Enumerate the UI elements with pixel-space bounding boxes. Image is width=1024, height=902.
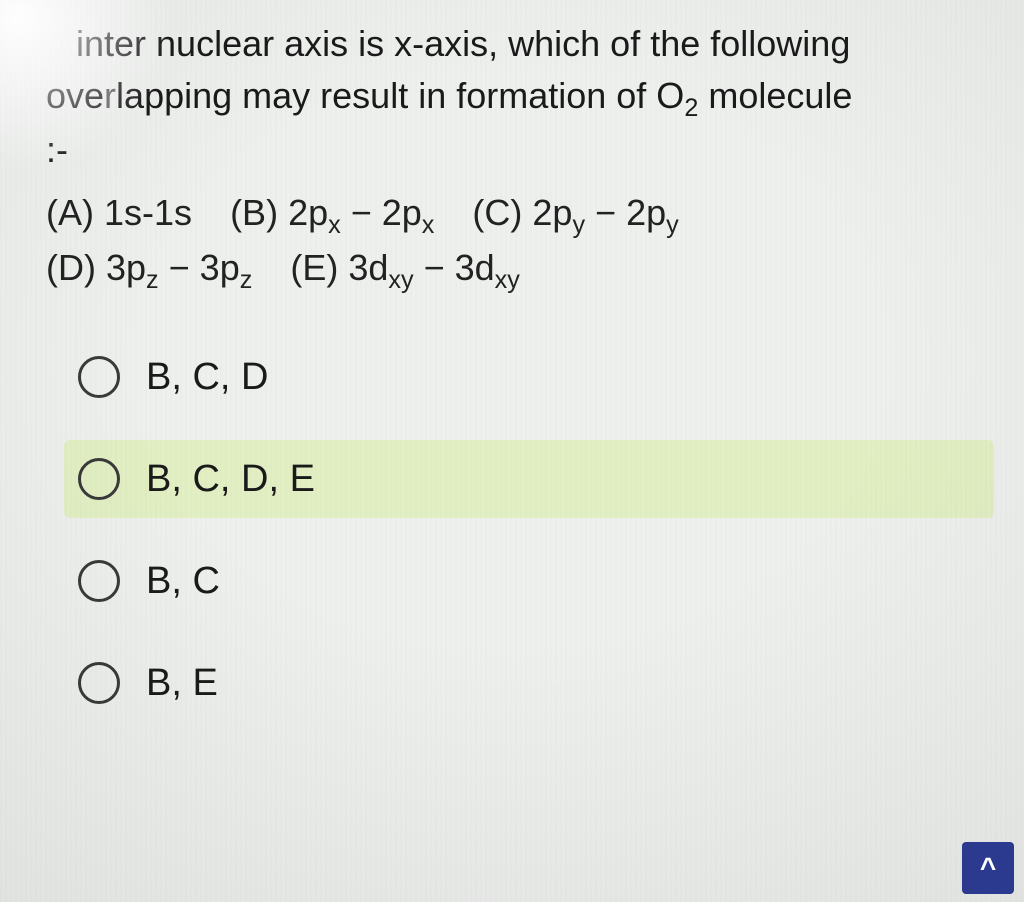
radio-icon [78, 662, 120, 704]
option-D: (D) 3pz − 3pz [46, 240, 252, 296]
question-stem: inter nuclear axis is x-axis, which of t… [30, 18, 994, 177]
answer-label: B, C, D, E [146, 458, 315, 501]
radio-icon [78, 356, 120, 398]
o2-subscript: 2 [684, 94, 698, 122]
question-line-2-post: molecule [698, 75, 852, 116]
option-E-sub1: xy [388, 267, 413, 295]
option-C-pre: 2p [532, 192, 572, 233]
option-A: (A) 1s-1s [46, 185, 192, 241]
radio-icon [78, 560, 120, 602]
radio-icon [78, 458, 120, 500]
question-line-2: overlapping may result in formation of O… [30, 70, 994, 122]
answer-label: B, C [146, 560, 220, 603]
option-D-sub1: z [146, 267, 159, 295]
question-line-2-mid: lapping may result in formation of O [116, 75, 684, 116]
answer-choice-1[interactable]: B, C, D, E [64, 440, 994, 518]
option-C-sub1: y [572, 211, 585, 239]
option-C-label: (C) [472, 192, 522, 233]
answer-label: B, C, D [146, 356, 268, 399]
option-D-pre: 3p [106, 247, 146, 288]
option-E-pre: 3d [348, 247, 388, 288]
question-line-1: inter nuclear axis is x-axis, which of t… [30, 18, 994, 70]
option-B-sub2: x [422, 211, 435, 239]
answer-label: B, E [146, 662, 218, 705]
option-E-sub2: xy [495, 267, 520, 295]
option-D-sub2: z [240, 267, 253, 295]
option-B-mid: − 2p [341, 192, 422, 233]
question-line-2-faded-gap: r [104, 75, 116, 116]
option-A-text: 1s-1s [104, 192, 192, 233]
question-line-2-pre: ove [46, 75, 104, 116]
options-row-1: (A) 1s-1s (B) 2px − 2px (C) 2py − 2py [46, 185, 994, 241]
option-E: (E) 3dxy − 3dxy [290, 240, 520, 296]
caret-up-icon: ^ [980, 852, 996, 884]
answer-choice-0[interactable]: B, C, D [64, 338, 994, 416]
option-D-label: (D) [46, 247, 96, 288]
answer-choice-2[interactable]: B, C [64, 542, 994, 620]
options-row-2: (D) 3pz − 3pz (E) 3dxy − 3dxy [46, 240, 994, 296]
option-B-sub1: x [328, 211, 341, 239]
option-B-pre: 2p [288, 192, 328, 233]
option-E-mid: − 3d [414, 247, 495, 288]
option-B: (B) 2px − 2px [230, 185, 434, 241]
question-line-3: :- [30, 124, 994, 176]
option-C-mid: − 2p [585, 192, 666, 233]
option-A-label: (A) [46, 192, 94, 233]
option-D-mid: − 3p [159, 247, 240, 288]
answer-choice-3[interactable]: B, E [64, 644, 994, 722]
option-C-sub2: y [666, 211, 679, 239]
option-E-label: (E) [290, 247, 338, 288]
page: inter nuclear axis is x-axis, which of t… [0, 0, 1024, 902]
option-C: (C) 2py − 2py [472, 185, 678, 241]
answer-choices: B, C, D B, C, D, E B, C B, E [30, 338, 994, 722]
scroll-up-button[interactable]: ^ [962, 842, 1014, 894]
inline-options: (A) 1s-1s (B) 2px − 2px (C) 2py − 2py (D… [30, 185, 994, 297]
option-B-label: (B) [230, 192, 278, 233]
